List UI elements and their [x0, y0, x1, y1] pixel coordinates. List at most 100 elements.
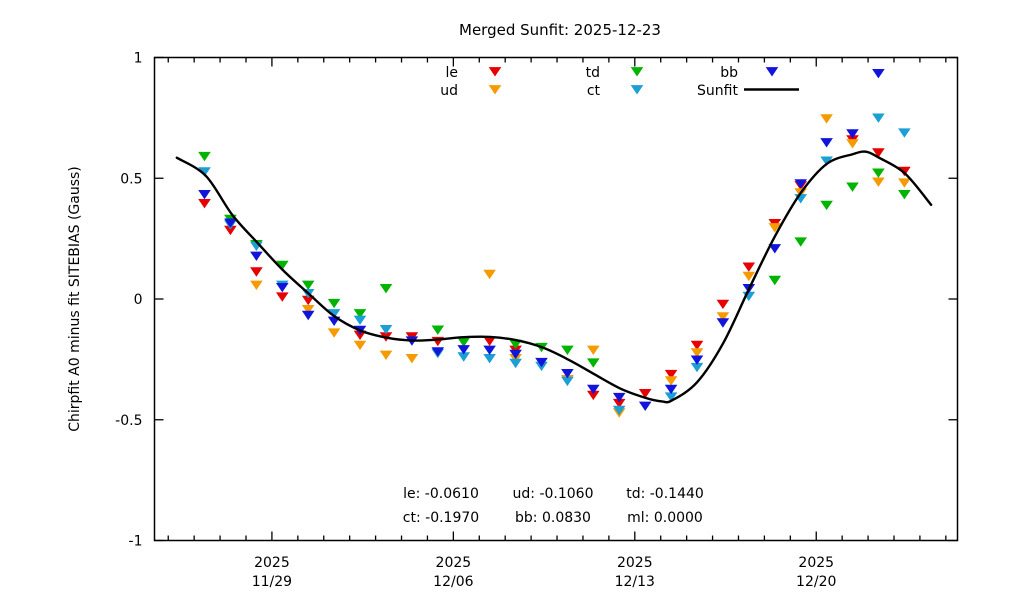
data-point-le	[198, 199, 211, 209]
data-point-td	[327, 298, 341, 309]
data-point-ud	[742, 271, 756, 282]
legend-label-ct: ct	[587, 83, 601, 99]
data-point-ct	[872, 113, 885, 123]
data-point-td	[301, 280, 315, 290]
data-point-le	[483, 336, 496, 346]
data-point-td	[353, 309, 367, 319]
plot-border	[153, 56, 959, 542]
data-point-le	[690, 340, 704, 351]
data-point-td	[872, 168, 885, 178]
chart-title: Merged Sunfit: 2025-12-23	[459, 21, 661, 39]
x-tick-label-date: 12/20	[796, 574, 836, 590]
series-bb-points	[198, 69, 885, 411]
fit-offset-le: le: -0.0610	[403, 486, 479, 502]
data-point-bb	[794, 179, 807, 189]
x-tick-label-year: 2025	[617, 555, 653, 571]
y-tick-label: -1	[129, 534, 143, 550]
fit-offset-ct: ct: -0.1970	[403, 510, 479, 526]
legend-label-td: td	[586, 65, 600, 81]
data-point-bb	[301, 310, 315, 321]
sunfit-curve	[175, 150, 933, 404]
fit-offsets-annotation: le: -0.0610 ud: -0.1060 td: -0.1440 ct: -0.…	[403, 486, 704, 526]
x-tick-label-date: 11/29	[252, 574, 292, 590]
data-point-ct	[561, 376, 574, 387]
y-ticks	[154, 56, 958, 542]
data-point-ct	[898, 128, 911, 138]
x-tick-label-date: 12/13	[615, 574, 655, 590]
data-point-le	[612, 398, 626, 409]
data-point-bb	[587, 384, 600, 395]
data-point-bb	[716, 318, 730, 328]
data-point-le	[224, 225, 237, 236]
data-point-bb	[250, 251, 263, 261]
legend-entry-le: le	[445, 65, 502, 81]
data-point-td	[898, 190, 911, 200]
x-tick-label-year: 2025	[254, 555, 290, 571]
x-tick-label-year: 2025	[436, 555, 472, 571]
data-point-ct	[379, 325, 393, 335]
data-point-td	[794, 237, 807, 247]
legend-entry-ct: ct	[587, 83, 644, 99]
y-tick-label: 0.5	[120, 171, 142, 187]
data-point-bb	[276, 283, 289, 293]
data-point-ud	[405, 354, 419, 364]
data-point-bb	[846, 129, 859, 139]
data-point-ct	[457, 352, 470, 362]
data-point-td	[587, 358, 600, 368]
x-tick-label-date: 12/06	[433, 574, 473, 590]
data-point-bb	[198, 190, 211, 200]
data-point-ct	[198, 167, 211, 177]
legend-label-le: le	[445, 65, 458, 81]
x-tick-labels: 2025 11/29 2025 12/06 2025 12/13 2025 12/20	[252, 555, 837, 590]
data-point-le	[664, 369, 678, 380]
legend-marker-bb	[765, 67, 779, 77]
data-point-bb	[535, 357, 548, 368]
x-tick-label-year: 2025	[798, 555, 834, 571]
data-point-td	[846, 182, 859, 192]
data-point-ct	[690, 362, 704, 373]
data-point-bb	[612, 392, 626, 403]
data-point-le	[872, 148, 885, 158]
legend-entry-bb: bb	[720, 65, 779, 81]
data-point-ud	[872, 177, 885, 187]
data-point-bb	[872, 69, 885, 79]
data-point-ud	[846, 139, 859, 149]
fit-offset-ud: ud: -0.1060	[513, 486, 594, 502]
legend: le td bb ud ct Sunfit	[440, 65, 799, 99]
data-point-le	[587, 390, 600, 401]
legend-entry-ud: ud	[440, 83, 502, 99]
data-point-bb	[690, 355, 704, 365]
legend-marker-ct	[630, 85, 644, 95]
data-point-le	[353, 330, 367, 340]
y-tick-labels: -1 -0.5 0 0.5 1	[115, 51, 142, 550]
data-point-ud	[327, 328, 341, 338]
data-point-le	[638, 389, 652, 399]
data-point-td	[768, 275, 782, 286]
data-point-ud	[768, 223, 782, 233]
data-point-td	[198, 151, 211, 162]
series-ud-points	[250, 114, 911, 418]
data-point-ud	[379, 350, 393, 360]
data-point-bb	[483, 345, 496, 355]
data-point-bb	[820, 138, 833, 148]
data-point-ct	[820, 156, 833, 166]
data-point-ud	[587, 345, 600, 355]
fit-offset-bb: bb: 0.0830	[515, 510, 591, 526]
data-point-ud	[483, 269, 496, 280]
legend-entry-td: td	[586, 65, 644, 81]
legend-marker-td	[630, 67, 644, 77]
legend-entry-Sunfit: Sunfit	[697, 83, 799, 99]
data-point-le	[716, 299, 730, 310]
x-ticks	[167, 57, 947, 541]
data-point-bb	[224, 218, 237, 228]
data-point-ud	[664, 376, 678, 386]
legend-marker-le	[488, 67, 502, 77]
data-point-ud	[820, 114, 833, 124]
data-point-td	[457, 337, 470, 347]
data-point-td	[561, 345, 574, 355]
data-point-bb	[509, 349, 522, 360]
data-point-td	[379, 284, 393, 294]
data-point-bb	[561, 369, 574, 379]
legend-label-bb: bb	[720, 65, 738, 81]
